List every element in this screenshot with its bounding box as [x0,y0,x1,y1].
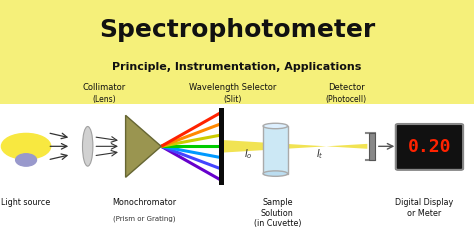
Polygon shape [224,140,367,153]
FancyBboxPatch shape [396,124,463,170]
Bar [219,108,224,185]
Text: (Photocell): (Photocell) [326,95,366,104]
Text: Wavelength Selector: Wavelength Selector [189,83,276,92]
Ellipse shape [82,126,93,166]
Ellipse shape [16,154,36,166]
Text: Detector: Detector [328,83,365,92]
Text: (Lens): (Lens) [92,95,116,104]
Bar [369,133,375,160]
Text: (Slit): (Slit) [223,95,241,104]
Text: Spectrophotometer: Spectrophotometer [99,18,375,42]
Bar [0,0,474,104]
Text: (Prism or Grating): (Prism or Grating) [113,216,176,222]
Text: Collimator: Collimator [82,83,126,92]
Text: $I_t$: $I_t$ [316,147,324,161]
Text: Principle, Instrumentation, Applications: Principle, Instrumentation, Applications [112,62,362,72]
Text: $I_o$: $I_o$ [245,147,253,161]
Text: Light source: Light source [1,198,51,207]
Text: 0.20: 0.20 [408,138,451,156]
FancyBboxPatch shape [263,126,288,174]
Text: Monochromator: Monochromator [112,198,177,207]
Text: Sample
Solution
(in Cuvette): Sample Solution (in Cuvette) [254,198,301,228]
Ellipse shape [263,171,288,176]
Polygon shape [126,115,161,177]
Ellipse shape [263,123,288,129]
Circle shape [1,133,51,159]
Text: Digital Display
or Meter: Digital Display or Meter [395,198,453,218]
